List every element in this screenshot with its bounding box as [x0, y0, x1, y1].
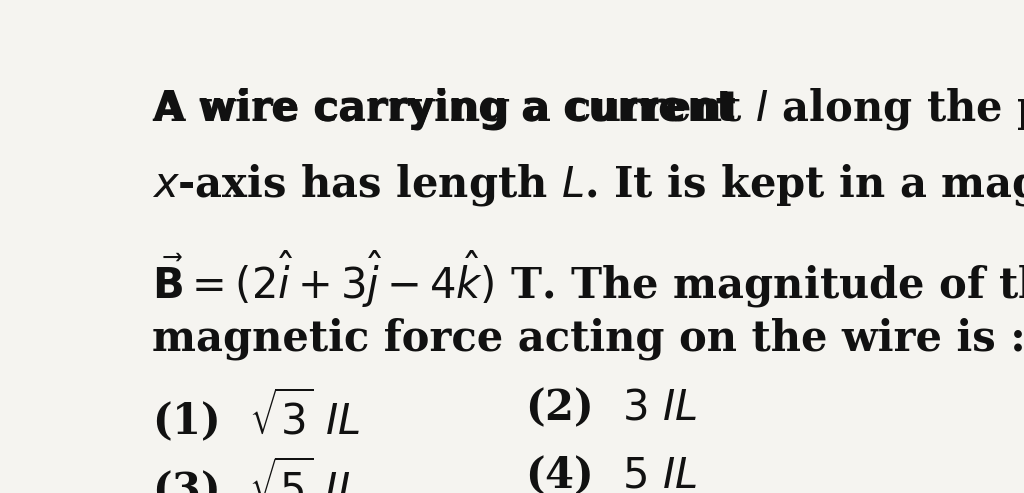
Text: (4)  $5\ \mathit{IL}$: (4) $5\ \mathit{IL}$ — [524, 454, 697, 493]
Text: $\mathit{x}$-axis has length $\mathit{L}$. It is kept in a magnetic field: $\mathit{x}$-axis has length $\mathit{L}… — [152, 162, 1024, 208]
Text: A wire carrying a current $\mathit{I}$ along the positive: A wire carrying a current $\mathit{I}$ a… — [152, 86, 1024, 132]
Text: $\mathbf{A\ wire\ carrying\ a\ current}$: $\mathbf{A\ wire\ carrying\ a\ current}$ — [152, 86, 737, 132]
Text: (3)  $\sqrt{5}\ \mathit{IL}$: (3) $\sqrt{5}\ \mathit{IL}$ — [152, 454, 359, 493]
Text: $\vec{\mathbf{B}}=(2\hat{i}+3\hat{j}-4\hat{k})$ T. The magnitude of the: $\vec{\mathbf{B}}=(2\hat{i}+3\hat{j}-4\h… — [152, 249, 1024, 310]
Text: (1)  $\sqrt{3}\ \mathit{IL}$: (1) $\sqrt{3}\ \mathit{IL}$ — [152, 386, 360, 444]
Text: magnetic force acting on the wire is :: magnetic force acting on the wire is : — [152, 317, 1024, 360]
Text: (2)  $3\ \mathit{IL}$: (2) $3\ \mathit{IL}$ — [524, 386, 697, 429]
